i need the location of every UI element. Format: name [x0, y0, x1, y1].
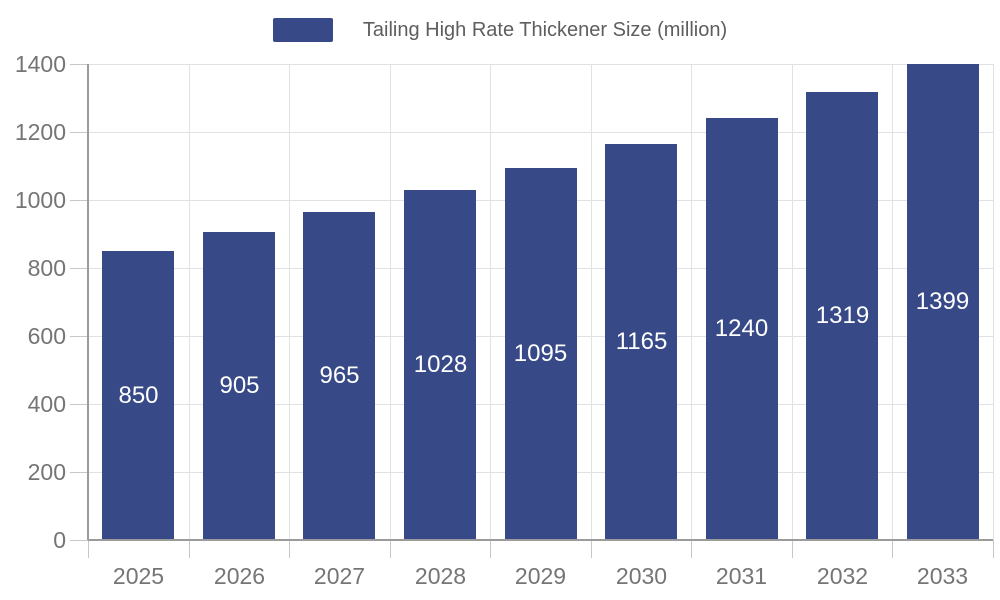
bar-2033: [907, 64, 979, 540]
bar-2028: [404, 190, 476, 540]
y-axis-tick: [70, 268, 88, 269]
bar-value-label: 850: [118, 382, 159, 409]
x-axis-tick: [691, 540, 692, 558]
bar-2032: [806, 92, 878, 540]
bar-2030: [605, 144, 677, 540]
bar-value-label: 905: [219, 372, 260, 399]
legend-label: Tailing High Rate Thickener Size (millio…: [362, 18, 728, 41]
y-axis-tick: [70, 540, 88, 541]
x-tick-label: 2032: [816, 563, 869, 589]
gridline-vertical: [792, 64, 793, 540]
y-axis-tick: [70, 132, 88, 133]
y-axis-tick: [70, 336, 88, 337]
y-axis-tick: [70, 472, 88, 473]
bar-2029: [505, 168, 577, 540]
bar-2031: [706, 118, 778, 540]
gridline-horizontal: [88, 64, 993, 65]
x-tick-label: 2027: [313, 563, 366, 589]
gridline-vertical: [189, 64, 190, 540]
y-axis-tick: [70, 64, 88, 65]
x-axis-tick: [993, 540, 994, 558]
legend-item[interactable]: Tailing High Rate Thickener Size (millio…: [0, 18, 1000, 42]
y-tick-label: 600: [27, 323, 66, 349]
y-tick-label: 0: [53, 527, 66, 553]
bar-value-label: 1319: [815, 302, 870, 329]
y-tick-label: 1200: [14, 119, 66, 145]
bar-2025: [102, 251, 174, 540]
bar-value-label: 1240: [714, 315, 769, 342]
gridline-horizontal: [88, 132, 993, 133]
bar-2027: [303, 212, 375, 540]
y-axis-tick: [70, 200, 88, 201]
x-axis-tick: [591, 540, 592, 558]
y-tick-label: 800: [27, 255, 66, 281]
x-tick-label: 2029: [514, 563, 567, 589]
y-tick-label: 1400: [14, 51, 66, 77]
x-axis-tick: [289, 540, 290, 558]
bar-value-label: 1028: [413, 351, 468, 378]
x-tick-label: 2028: [414, 563, 467, 589]
x-axis-tick: [490, 540, 491, 558]
gridline-vertical: [691, 64, 692, 540]
gridline-vertical: [892, 64, 893, 540]
x-tick-label: 2026: [213, 563, 266, 589]
x-axis-tick: [189, 540, 190, 558]
gridline-vertical: [490, 64, 491, 540]
y-axis-line: [87, 64, 89, 540]
x-tick-label: 2033: [916, 563, 969, 589]
x-tick-label: 2025: [112, 563, 165, 589]
y-axis-tick: [70, 404, 88, 405]
bar-value-label: 1399: [915, 288, 970, 315]
x-axis-tick: [792, 540, 793, 558]
y-tick-label: 1000: [14, 187, 66, 213]
bar-value-label: 1095: [513, 340, 568, 367]
bar-value-label: 1165: [615, 328, 668, 355]
y-tick-label: 200: [27, 459, 66, 485]
x-axis-tick: [892, 540, 893, 558]
y-tick-label: 400: [27, 391, 66, 417]
bar-value-label: 965: [319, 362, 360, 389]
x-axis-tick: [390, 540, 391, 558]
legend-swatch: [272, 18, 333, 42]
x-axis-tick: [88, 540, 89, 558]
x-tick-label: 2030: [615, 563, 668, 589]
gridline-vertical: [289, 64, 290, 540]
x-tick-label: 2031: [715, 563, 768, 589]
gridline-vertical: [591, 64, 592, 540]
gridline-vertical: [390, 64, 391, 540]
bar-2026: [203, 232, 275, 540]
x-axis-line: [88, 539, 993, 541]
gridline-vertical: [993, 64, 994, 540]
